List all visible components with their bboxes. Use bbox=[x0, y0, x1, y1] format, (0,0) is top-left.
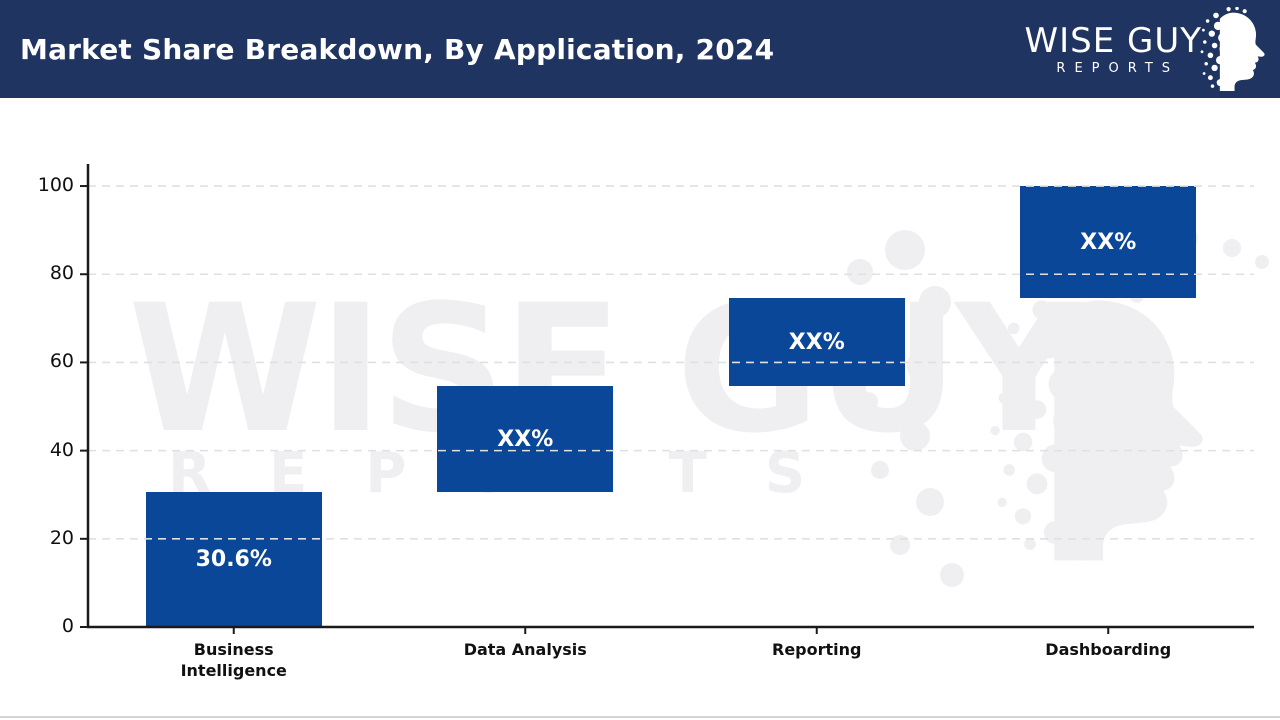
head-dot bbox=[1242, 9, 1247, 14]
brand-logo: WISE GUY REPORTS bbox=[1024, 7, 1266, 91]
head-dot bbox=[1041, 444, 1070, 473]
head-dot bbox=[1007, 322, 1020, 335]
head-dot bbox=[1026, 473, 1048, 495]
x-axis-label-reporting: Reporting bbox=[772, 640, 862, 659]
head-dot bbox=[998, 392, 1011, 404]
head-dot bbox=[1226, 7, 1231, 12]
head-dot bbox=[1205, 19, 1210, 23]
y-tick-label: 0 bbox=[61, 615, 74, 637]
brand-subtext: REPORTS bbox=[1056, 60, 1180, 76]
head-dot bbox=[1220, 67, 1229, 76]
head-dot bbox=[1055, 481, 1084, 510]
head-dot bbox=[1034, 330, 1063, 359]
watermark-dot bbox=[890, 535, 910, 555]
head-dot bbox=[1208, 30, 1215, 37]
head-dot bbox=[1013, 432, 1033, 452]
head-dot bbox=[1207, 52, 1214, 59]
x-axis-label-data-analysis: Data Analysis bbox=[463, 640, 587, 659]
x-axis-label-business-intelligence: Business Intelligence bbox=[180, 640, 287, 680]
head-dot bbox=[1200, 50, 1204, 54]
head-dot bbox=[1017, 359, 1039, 381]
bottom-border bbox=[0, 716, 1280, 718]
head-profile-shape bbox=[1054, 300, 1203, 561]
head-dot bbox=[1003, 464, 1015, 476]
watermark-dot bbox=[858, 392, 878, 412]
brand-head-icon bbox=[1200, 7, 1265, 91]
watermark-dot bbox=[885, 230, 925, 270]
bar-segment-business-intelligence bbox=[145, 492, 322, 627]
brand-logo-text: WISE GUY REPORTS bbox=[1024, 24, 1202, 75]
head-dot bbox=[1048, 367, 1082, 401]
head-dot bbox=[1203, 40, 1207, 44]
watermark-dot bbox=[919, 286, 951, 318]
head-dot bbox=[1207, 75, 1213, 81]
y-tick-label: 60 bbox=[49, 350, 74, 373]
watermark-dot bbox=[940, 563, 964, 587]
head-dot bbox=[1202, 72, 1206, 75]
head-dot bbox=[1053, 407, 1082, 436]
y-tick-label: 40 bbox=[49, 438, 74, 461]
head-dot bbox=[1216, 56, 1225, 65]
head-dot bbox=[1218, 32, 1228, 43]
head-dot bbox=[1211, 42, 1218, 49]
head-dot bbox=[1024, 538, 1036, 550]
head-dot bbox=[1210, 84, 1215, 88]
head-dot bbox=[1216, 79, 1224, 87]
head-dot bbox=[1027, 400, 1047, 419]
y-tick-label: 20 bbox=[49, 526, 74, 549]
watermark-dot bbox=[847, 259, 873, 285]
y-tick-label: 100 bbox=[37, 174, 74, 197]
head-dot bbox=[1211, 64, 1218, 72]
y-tick-label: 80 bbox=[49, 262, 74, 285]
watermark-dot bbox=[871, 461, 889, 479]
head-dot bbox=[1032, 300, 1051, 320]
head-dot bbox=[1213, 21, 1223, 31]
head-dot bbox=[1069, 541, 1088, 561]
bar-segment-dashboarding bbox=[1020, 186, 1197, 299]
head-dot bbox=[1014, 508, 1032, 525]
head-profile-shape bbox=[1219, 12, 1265, 91]
head-dot bbox=[1224, 85, 1230, 91]
head-dot bbox=[1235, 7, 1239, 11]
head-dot bbox=[990, 425, 1000, 436]
brand-wordmark: WISE GUY bbox=[1024, 20, 1202, 61]
header-bar: Market Share Breakdown, By Application, … bbox=[0, 0, 1280, 98]
bar-segment-data-analysis bbox=[437, 386, 614, 493]
watermark-dot bbox=[1223, 239, 1241, 257]
watermark-dot bbox=[1255, 255, 1269, 269]
page-title: Market Share Breakdown, By Application, … bbox=[20, 32, 775, 66]
x-axis-label-dashboarding: Dashboarding bbox=[1045, 640, 1172, 659]
bar-segment-reporting bbox=[728, 298, 905, 387]
watermark-dot bbox=[916, 488, 944, 516]
head-dot bbox=[1204, 61, 1208, 66]
watermark-dot bbox=[907, 348, 943, 384]
head-dot bbox=[1202, 28, 1205, 32]
head-dot bbox=[1213, 12, 1219, 19]
head-dot bbox=[997, 497, 1007, 508]
watermark-dot bbox=[900, 421, 930, 451]
head-dot bbox=[1043, 520, 1068, 545]
head-dot bbox=[1219, 44, 1228, 54]
head-dot bbox=[995, 353, 1005, 364]
